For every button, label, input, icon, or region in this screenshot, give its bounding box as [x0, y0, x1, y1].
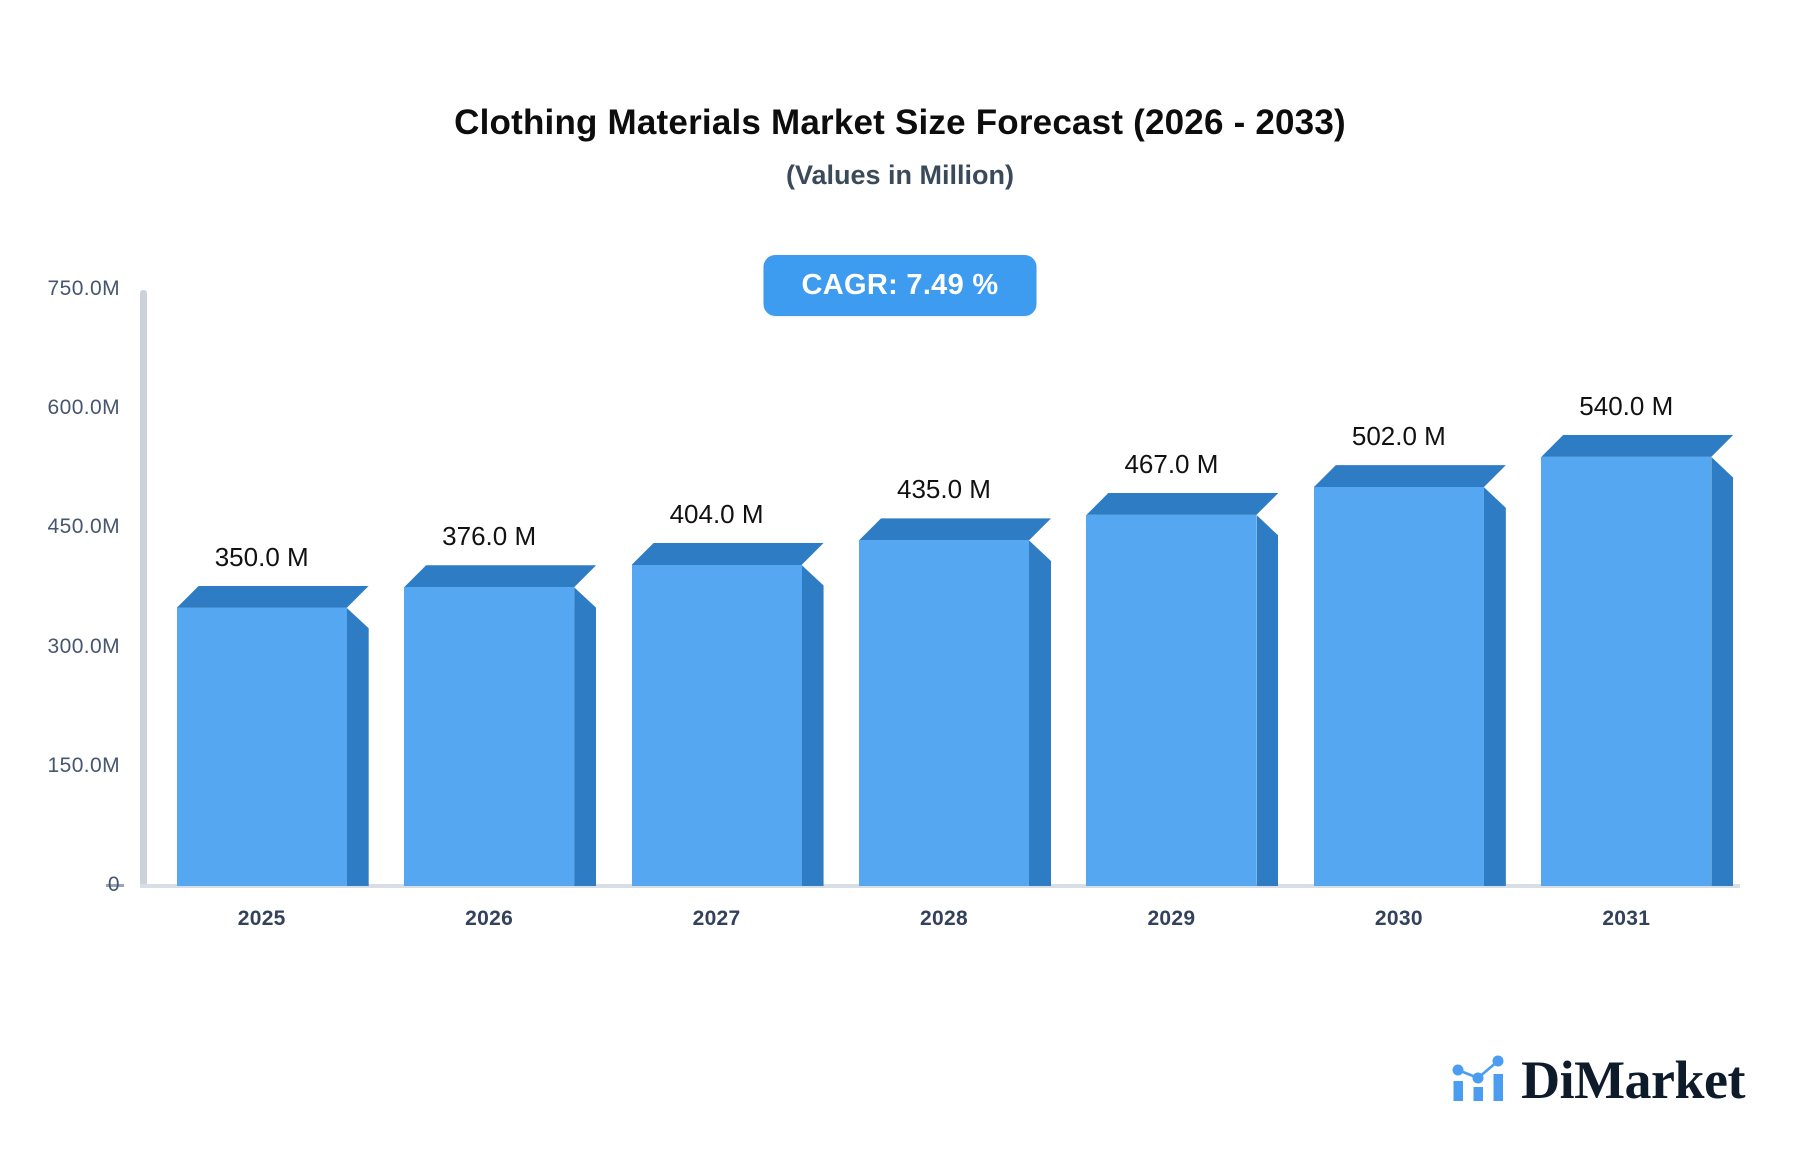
bar-side-face: [1711, 456, 1734, 886]
bar-front-face: [859, 540, 1029, 886]
bar-top-face: [176, 585, 369, 608]
y-axis-zero-tick-mark: [106, 884, 124, 887]
y-axis-tick-label: 450.0M: [47, 515, 120, 539]
bar-value-label: 435.0 M: [897, 474, 991, 505]
bar-side-face: [801, 564, 824, 886]
x-axis-tick-label: 2029: [1147, 907, 1196, 930]
y-axis-line: [140, 290, 147, 886]
x-axis-tick-label: 2025: [237, 907, 286, 930]
bar-value-label: 404.0 M: [669, 498, 764, 529]
bar-side-face: [1029, 540, 1051, 886]
bar-top-face: [404, 565, 597, 588]
cagr-badge: CAGR: 7.49 %: [763, 255, 1037, 316]
bar-top-face: [1086, 492, 1279, 515]
bar-front-face: [1541, 456, 1712, 886]
bar-front-face: [176, 607, 347, 886]
x-axis-tick-label: 2027: [692, 907, 741, 930]
bar-side-face: [1256, 514, 1279, 886]
bar-top-face: [1313, 465, 1506, 488]
y-axis-tick-label: 750.0M: [47, 277, 120, 300]
brand-name: DiMarket: [1521, 1049, 1745, 1110]
y-axis-tick-label: 0: [107, 873, 120, 896]
bar-front-face: [1086, 514, 1257, 886]
bar-value-label: 502.0 M: [1351, 421, 1446, 452]
bar-top-face: [859, 518, 1051, 541]
brand-logo: DiMarket: [1451, 1051, 1745, 1108]
x-axis-tick-label: 2026: [465, 907, 514, 930]
x-axis-tick-label: 2030: [1374, 907, 1423, 930]
bar: [176, 585, 369, 886]
x-axis-line: [140, 884, 1740, 888]
bar-top-face: [1541, 434, 1734, 457]
bar-front-face: [631, 564, 802, 886]
bar: [859, 518, 1051, 886]
bar-top-face: [631, 542, 824, 565]
bar: [404, 565, 597, 886]
bar-value-label: 540.0 M: [1579, 390, 1674, 421]
chart-subtitle: (Values in Million): [785, 159, 1015, 190]
bar-chart-logo-icon: [1451, 1051, 1507, 1108]
page-title: Clothing Materials Market Size Forecast …: [454, 103, 1346, 142]
y-axis-tick-label: 150.0M: [47, 753, 120, 777]
bar: [631, 542, 824, 886]
bar-side-face: [346, 607, 369, 886]
bar: [1313, 465, 1506, 886]
bar-value-label: 467.0 M: [1124, 448, 1219, 479]
bar-front-face: [404, 587, 575, 886]
title-block: Clothing Materials Market Size Forecast …: [0, 103, 1800, 191]
x-axis-tick-label: 2028: [920, 907, 968, 930]
bar-value-label: 350.0 M: [214, 541, 309, 572]
bar-front-face: [1313, 487, 1484, 886]
bar-side-face: [574, 587, 597, 886]
y-axis-tick-label: 300.0M: [47, 634, 120, 658]
bar: [1541, 434, 1734, 886]
y-axis-tick-label: 600.0M: [47, 396, 120, 420]
bar-value-label: 376.0 M: [442, 521, 537, 552]
x-axis-tick-label: 2031: [1602, 907, 1651, 930]
bar-side-face: [1483, 487, 1506, 886]
bar: [1086, 492, 1279, 886]
